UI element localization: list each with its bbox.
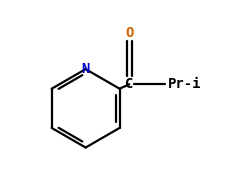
Text: Pr-i: Pr-i — [168, 77, 201, 91]
Text: O: O — [125, 26, 134, 41]
Text: N: N — [81, 62, 90, 76]
Text: C: C — [125, 77, 134, 91]
